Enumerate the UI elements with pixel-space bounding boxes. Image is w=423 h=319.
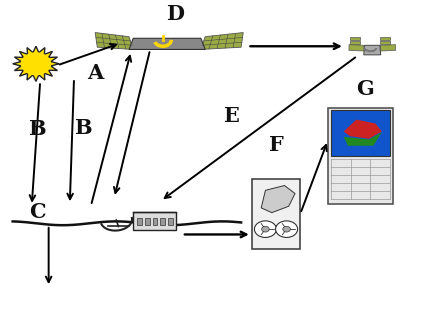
Circle shape — [276, 221, 297, 237]
Polygon shape — [380, 45, 396, 51]
FancyBboxPatch shape — [252, 179, 300, 249]
FancyBboxPatch shape — [133, 212, 176, 230]
Text: C: C — [29, 202, 46, 222]
Text: E: E — [222, 107, 239, 126]
Polygon shape — [343, 132, 382, 146]
Polygon shape — [201, 33, 243, 49]
Polygon shape — [364, 45, 381, 55]
Circle shape — [254, 221, 276, 237]
Bar — [145, 218, 150, 225]
FancyBboxPatch shape — [350, 41, 360, 44]
FancyBboxPatch shape — [380, 37, 390, 40]
Text: B: B — [28, 119, 46, 139]
Text: A: A — [87, 63, 103, 83]
Circle shape — [22, 53, 50, 75]
Text: F: F — [269, 135, 283, 155]
Polygon shape — [129, 38, 205, 49]
Text: B: B — [74, 118, 91, 137]
Bar — [160, 218, 165, 225]
Bar — [153, 218, 157, 225]
FancyBboxPatch shape — [328, 108, 393, 204]
Polygon shape — [95, 33, 133, 49]
FancyBboxPatch shape — [380, 41, 390, 44]
Bar — [168, 218, 173, 225]
Text: D: D — [167, 4, 184, 24]
Circle shape — [283, 226, 290, 232]
Circle shape — [261, 226, 269, 232]
Text: G: G — [356, 79, 374, 99]
FancyBboxPatch shape — [331, 110, 390, 156]
FancyBboxPatch shape — [350, 37, 360, 40]
Polygon shape — [349, 45, 365, 51]
Polygon shape — [13, 46, 59, 81]
Polygon shape — [261, 186, 295, 213]
Bar — [137, 218, 142, 225]
Polygon shape — [343, 120, 382, 139]
